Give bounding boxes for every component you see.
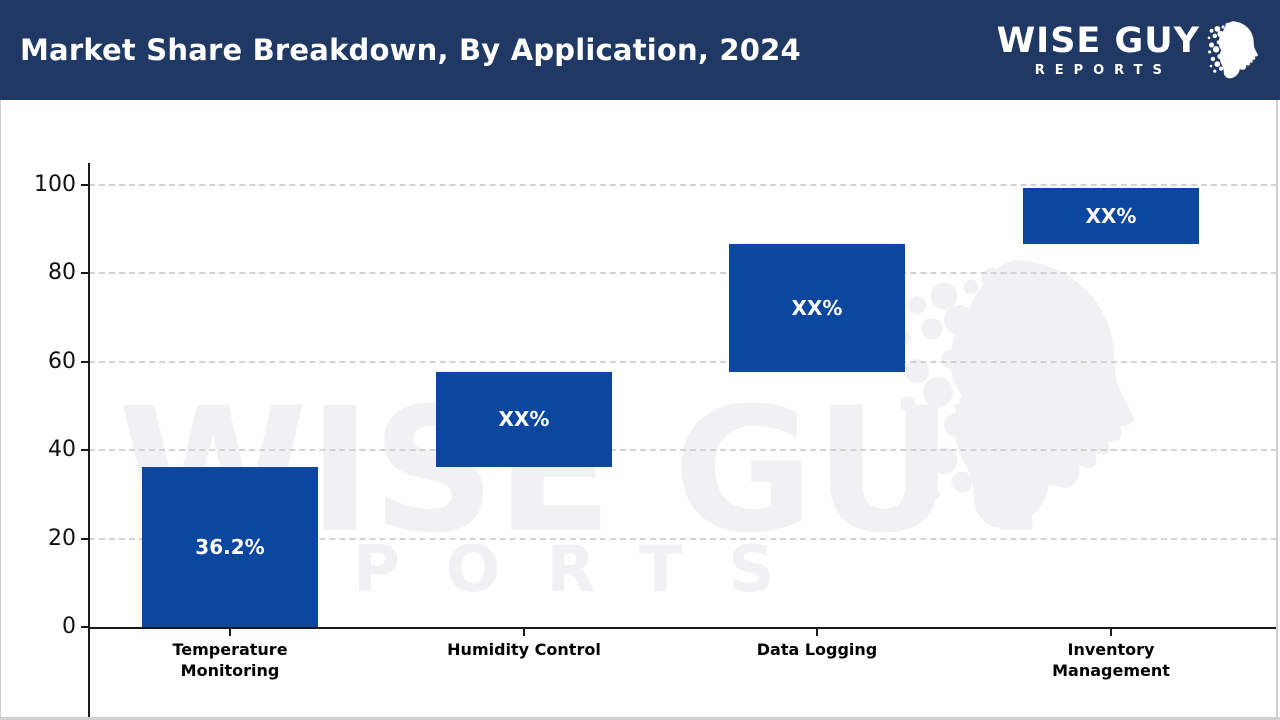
gridline-40 [89,449,1277,452]
y-tick-mark-40 [81,449,89,452]
bar-data-logging: XX% [729,243,905,372]
y-tick-label-100: 100 [34,172,76,197]
logo-text: WISE GUY REPORTS [996,20,1200,78]
bar-temperature-monitoring: 36.2% [142,466,318,627]
x-axis [88,627,1277,629]
logo-head-icon [1207,21,1258,79]
y-tick-label-80: 80 [48,260,76,286]
bar-value-label: XX% [498,407,550,432]
x-tick-mark-0 [229,629,231,636]
bar-inventory-management: XX% [1023,188,1199,244]
category-label-1: Humidity Control [447,640,601,659]
page-border-right [1276,100,1278,720]
page-border-left [0,100,1,720]
y-tick-mark-80 [81,272,89,275]
y-tick-mark-100 [81,184,89,186]
waterfall-chart: WISE GUY REPORTS 0 20 40 60 80 100 36.2% Temper… [0,100,1280,720]
page-border-bottom [0,717,1280,720]
category-label-0: Temperature Monitoring [172,640,288,680]
gridline-20 [89,537,1277,540]
gridline-80 [89,272,1277,275]
x-tick-mark-1 [523,629,525,636]
y-axis [88,163,90,720]
page-title: Market Share Breakdown, By Application, … [20,33,801,67]
x-tick-mark-3 [1110,629,1112,636]
logo-sub: REPORTS [1034,62,1172,78]
y-tick-mark-60 [81,360,89,363]
y-tick-mark-0 [81,626,89,628]
header-bar: Market Share Breakdown, By Application, … [0,0,1280,100]
y-tick-mark-20 [81,537,89,540]
bar-value-label: XX% [791,295,843,320]
category-label-3: Inventory Management [1052,640,1170,680]
wiseguy-logo: WISE GUY REPORTS [997,11,1266,89]
logo-name: WISE GUY [996,20,1200,61]
y-tick-label-40: 40 [48,437,76,463]
gridline-100 [89,184,1277,186]
y-tick-label-20: 20 [48,525,76,551]
bar-value-label: 36.2% [195,534,265,559]
gridline-60 [89,360,1277,363]
category-label-2: Data Logging [756,640,878,659]
y-tick-label-60: 60 [48,348,76,374]
bar-humidity-control: XX% [436,371,612,467]
y-tick-label-0: 0 [62,614,76,639]
bar-value-label: XX% [1085,203,1137,228]
x-tick-mark-2 [816,629,818,636]
